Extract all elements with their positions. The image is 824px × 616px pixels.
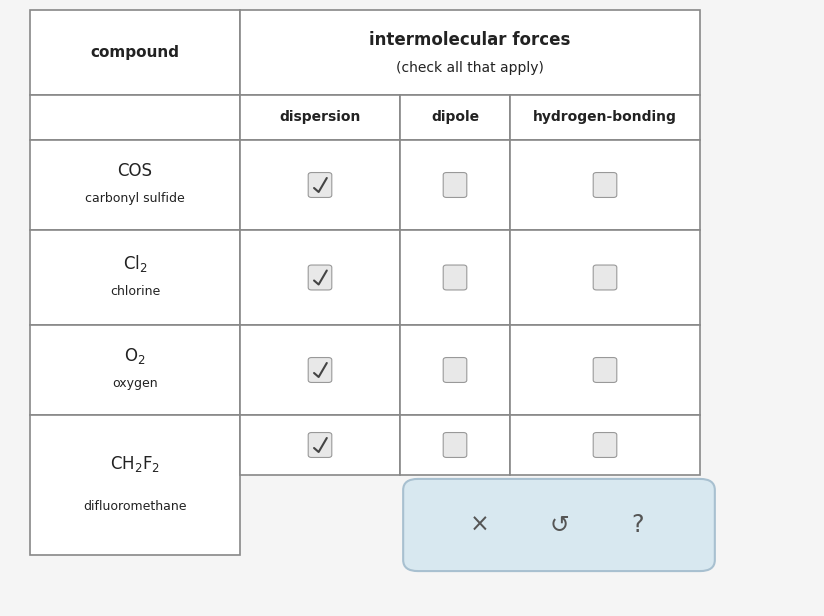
FancyBboxPatch shape (443, 172, 466, 198)
FancyBboxPatch shape (593, 357, 617, 383)
Bar (30, 95, 240, 140)
FancyBboxPatch shape (308, 172, 332, 198)
FancyBboxPatch shape (443, 265, 466, 290)
Text: dispersion: dispersion (279, 110, 361, 124)
Text: ?: ? (632, 513, 644, 537)
Text: $\mathregular{CH_2F_2}$: $\mathregular{CH_2F_2}$ (110, 454, 160, 474)
Text: COS: COS (118, 163, 152, 180)
FancyBboxPatch shape (443, 357, 466, 383)
FancyBboxPatch shape (308, 265, 332, 290)
FancyBboxPatch shape (443, 432, 466, 458)
Text: (check all that apply): (check all that apply) (396, 61, 544, 75)
FancyBboxPatch shape (593, 432, 617, 458)
Text: hydrogen-bonding: hydrogen-bonding (533, 110, 677, 124)
FancyBboxPatch shape (308, 432, 332, 458)
Bar (510, 95, 700, 140)
Text: chlorine: chlorine (110, 285, 160, 298)
Text: difluoromethane: difluoromethane (83, 500, 187, 513)
Bar (400, 95, 510, 140)
Bar (400, 415, 510, 475)
Text: oxygen: oxygen (112, 377, 158, 390)
Text: ↺: ↺ (549, 513, 569, 537)
Text: carbonyl sulfide: carbonyl sulfide (85, 192, 185, 205)
FancyBboxPatch shape (593, 265, 617, 290)
Text: ×: × (471, 513, 490, 537)
Text: compound: compound (91, 45, 180, 60)
FancyBboxPatch shape (403, 479, 715, 571)
Text: intermolecular forces: intermolecular forces (369, 31, 571, 49)
FancyBboxPatch shape (593, 172, 617, 198)
Text: dipole: dipole (431, 110, 479, 124)
Bar (240, 415, 400, 475)
FancyBboxPatch shape (308, 357, 332, 383)
Bar (510, 415, 700, 475)
Bar (240, 95, 400, 140)
Text: $\mathregular{O_2}$: $\mathregular{O_2}$ (124, 346, 146, 367)
Text: $\mathregular{Cl_2}$: $\mathregular{Cl_2}$ (123, 253, 147, 274)
